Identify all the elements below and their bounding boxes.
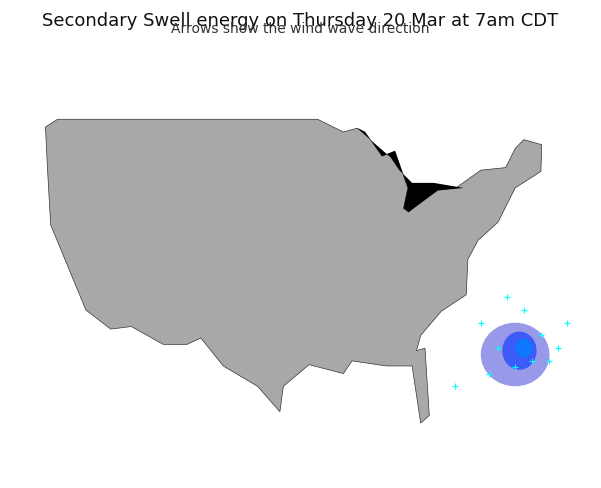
Ellipse shape: [502, 332, 537, 370]
Text: Arrows show the wind wave direction: Arrows show the wind wave direction: [171, 22, 430, 36]
Polygon shape: [357, 129, 463, 213]
Polygon shape: [46, 120, 542, 423]
Text: Secondary Swell energy on Thursday 20 Mar at 7am CDT: Secondary Swell energy on Thursday 20 Ma…: [43, 12, 558, 30]
Ellipse shape: [481, 323, 549, 386]
Ellipse shape: [515, 339, 532, 358]
